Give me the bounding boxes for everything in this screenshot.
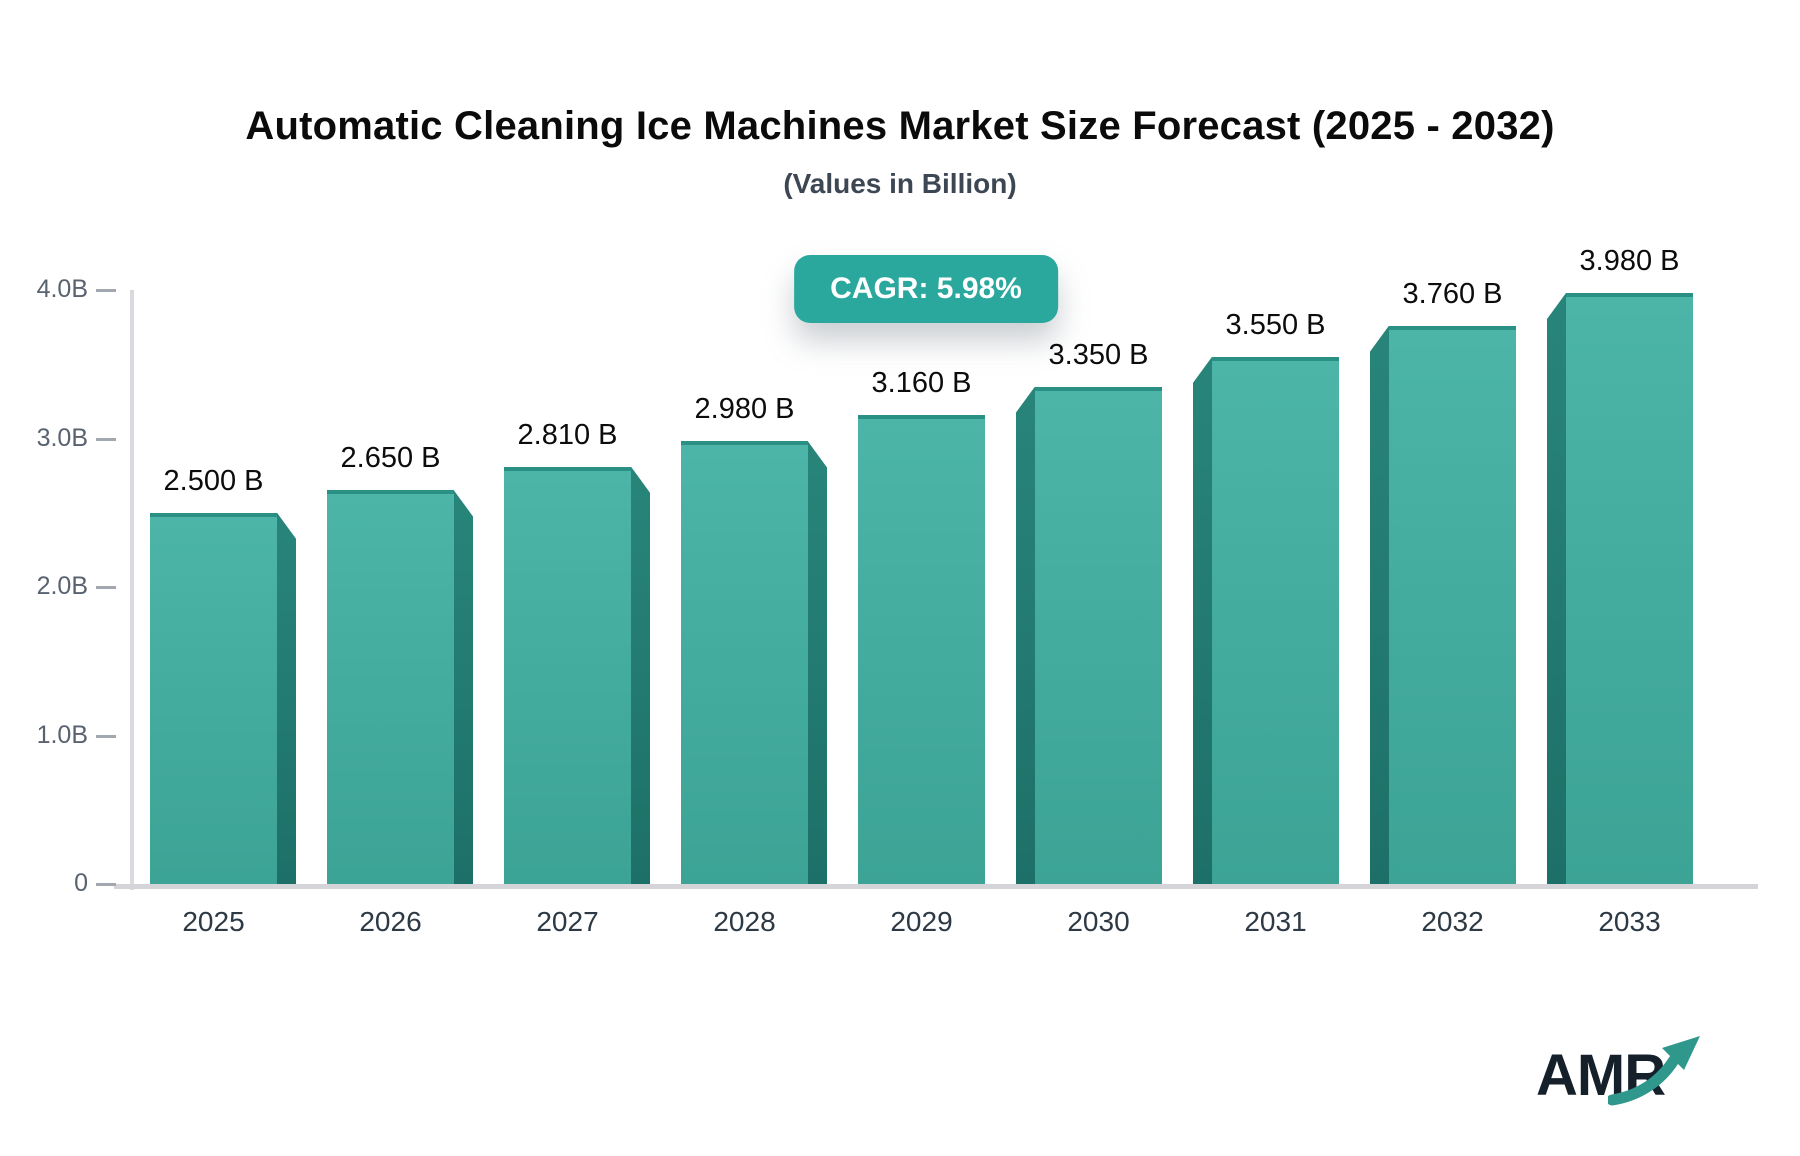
x-axis-label-2031: 2031 xyxy=(1244,906,1307,937)
bar-value-label: 2.650 B xyxy=(340,442,441,475)
y-axis-tick-label: 0 xyxy=(74,869,88,897)
bar-side-2027 xyxy=(631,466,650,884)
bar-value-label: 3.350 B xyxy=(1048,338,1149,371)
x-axis-label-2032: 2032 xyxy=(1421,906,1484,937)
bar-side-2030 xyxy=(1016,386,1035,884)
x-axis-label-2030: 2030 xyxy=(1067,906,1130,937)
x-axis-line xyxy=(114,884,1758,889)
bar-2033 xyxy=(1566,292,1693,884)
bar-2028 xyxy=(681,441,808,884)
bar-2025 xyxy=(150,512,277,884)
y-axis-line xyxy=(130,290,134,890)
bar-value-label: 3.980 B xyxy=(1579,244,1680,277)
bar-2032 xyxy=(1389,325,1516,884)
bar-value-label: 3.160 B xyxy=(871,366,972,399)
bar-value-label: 2.810 B xyxy=(517,418,618,451)
x-axis-label-2027: 2027 xyxy=(536,906,599,937)
y-axis-tick-label: 3.0B xyxy=(36,423,88,452)
amr-logo-text: AMR xyxy=(1536,1043,1666,1108)
x-axis-label-2028: 2028 xyxy=(713,906,776,937)
bar-value-label: 3.760 B xyxy=(1402,277,1503,310)
y-axis-tick xyxy=(96,289,116,292)
y-axis-tick xyxy=(96,437,116,441)
bar-value-label: 2.980 B xyxy=(694,393,795,426)
bar-2031 xyxy=(1212,356,1339,884)
y-axis-tick-label: 1.0B xyxy=(36,720,88,749)
y-axis-tick-label: 2.0B xyxy=(36,572,88,600)
x-axis-label-2033: 2033 xyxy=(1598,906,1661,937)
x-axis-label-2026: 2026 xyxy=(359,906,422,937)
bar-2030 xyxy=(1035,386,1162,884)
y-axis-tick xyxy=(96,586,116,589)
bar-side-2025 xyxy=(277,512,296,884)
bar-side-2028 xyxy=(808,441,827,884)
x-axis-label-2029: 2029 xyxy=(890,906,953,937)
bar-2026 xyxy=(327,490,454,884)
chart-title: Automatic Cleaning Ice Machines Market S… xyxy=(245,104,1555,148)
bar-side-2031 xyxy=(1193,356,1212,884)
bar-side-2032 xyxy=(1370,325,1389,884)
growth-arrow-icon xyxy=(1608,1036,1700,1106)
cagr-badge: CAGR: 5.98% xyxy=(794,255,1058,323)
x-axis-label-2025: 2025 xyxy=(182,906,245,937)
bar-value-label: 2.500 B xyxy=(163,464,264,497)
y-axis-tick xyxy=(96,734,116,738)
bar-side-2026 xyxy=(454,490,473,884)
y-axis-tick xyxy=(96,883,116,886)
chart-subtitle: (Values in Billion) xyxy=(783,168,1017,199)
y-axis-tick-label: 4.0B xyxy=(36,275,88,303)
bar-value-label: 3.550 B xyxy=(1225,308,1326,341)
bar-2027 xyxy=(504,466,631,884)
bar-2029 xyxy=(858,414,985,884)
bar-side-2033 xyxy=(1547,292,1566,884)
